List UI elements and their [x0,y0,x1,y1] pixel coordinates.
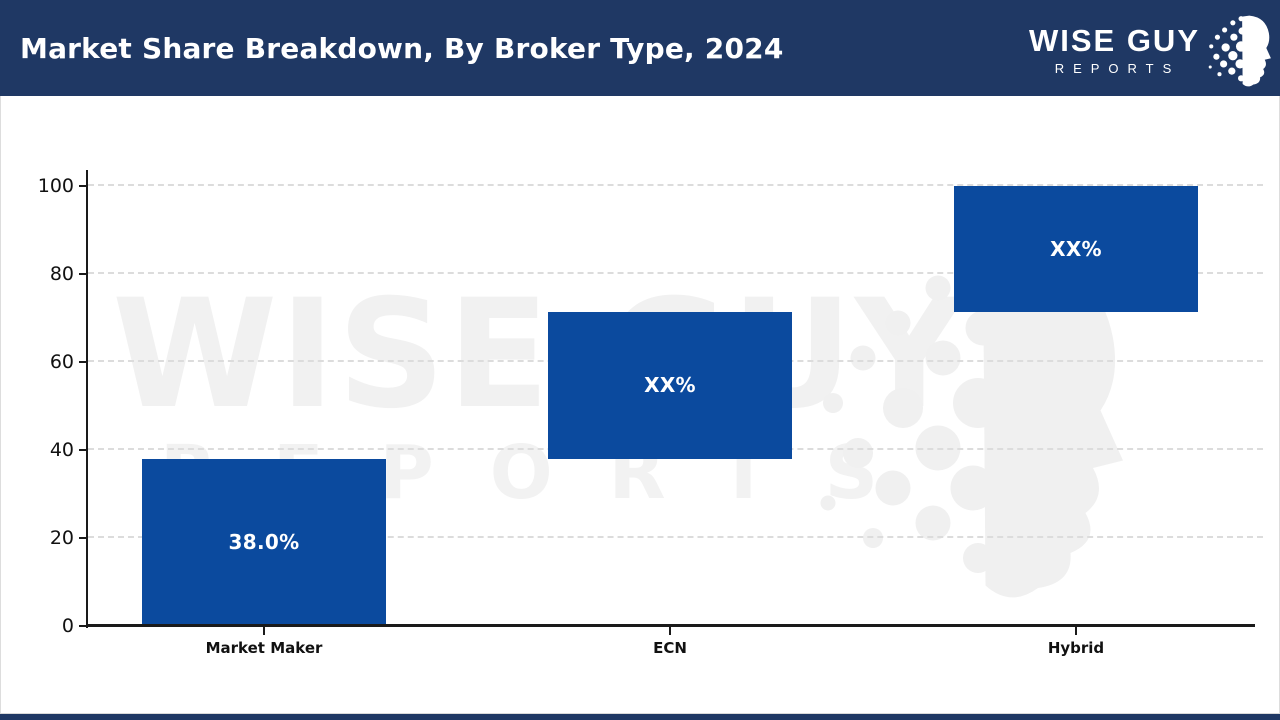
x-tick-mark [263,627,265,635]
x-axis-spine [86,624,1255,627]
wiseguy-face-icon [1208,15,1271,87]
x-category-market-maker: Market Maker [205,639,323,657]
y-tick-label: 80 [49,263,74,285]
plot-area: 38.0% XX% XX% [88,184,1263,626]
y-tick-label: 20 [49,527,74,549]
logo-wordmark: WISE GUY [1028,22,1200,58]
y-tick-label: 0 [61,615,74,637]
header-bar: Market Share Breakdown, By Broker Type, … [0,0,1280,96]
page-left-border [0,96,1,714]
bar-market-maker: 38.0% [142,458,386,626]
y-tick-label: 40 [49,439,74,461]
footer-divider [0,713,1280,714]
gridline-80 [88,272,1263,274]
bar-value-label: 38.0% [228,530,300,555]
logo-subtitle: REPORTS [1054,60,1181,76]
x-tick-mark [669,627,671,635]
gridline-100 [88,184,1263,186]
bar-ecn: XX% [548,311,792,459]
gridline-20 [88,536,1263,538]
x-category-ecn: ECN [653,639,687,657]
bar-value-label: XX% [644,373,696,398]
x-tick-mark [1075,627,1077,635]
y-axis-spine [86,170,88,628]
wiseguy-logo: WISE GUY REPORTS [1029,6,1274,92]
wiseguy-logo-text: WISE GUY REPORTS [1029,23,1200,76]
page-title: Market Share Breakdown, By Broker Type, … [20,31,784,65]
y-tick-label: 60 [49,351,74,373]
bar-hybrid: XX% [954,186,1198,312]
bar-value-label: XX% [1050,236,1102,261]
x-category-hybrid: Hybrid [1047,639,1105,657]
watermark-wordmark: WISE GUY [112,268,966,442]
footer-accent-bar [0,714,1280,720]
y-tick-label: 100 [37,175,74,197]
